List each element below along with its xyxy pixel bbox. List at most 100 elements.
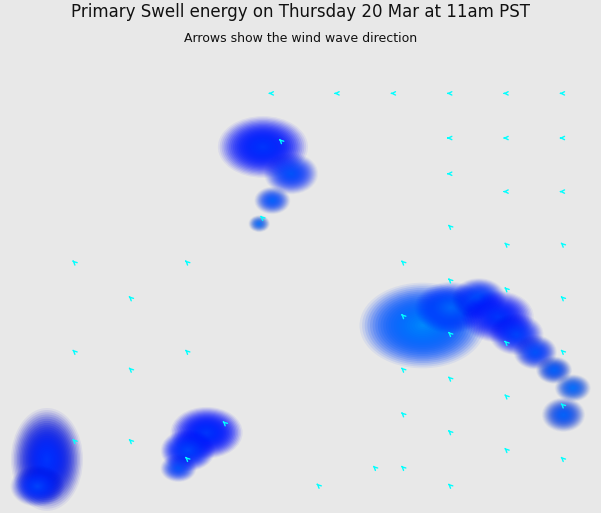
Ellipse shape [231, 125, 295, 169]
Ellipse shape [388, 302, 457, 349]
Ellipse shape [532, 350, 538, 354]
Ellipse shape [290, 173, 292, 174]
Ellipse shape [543, 399, 583, 430]
Ellipse shape [456, 282, 501, 316]
Ellipse shape [260, 191, 284, 210]
Ellipse shape [459, 283, 499, 314]
Ellipse shape [250, 216, 268, 231]
Ellipse shape [432, 294, 471, 322]
Ellipse shape [252, 218, 266, 229]
Ellipse shape [480, 304, 516, 329]
Ellipse shape [468, 295, 528, 338]
Ellipse shape [522, 342, 549, 363]
Ellipse shape [285, 169, 297, 178]
Ellipse shape [466, 289, 492, 308]
Ellipse shape [175, 465, 182, 471]
Ellipse shape [548, 403, 579, 427]
Ellipse shape [463, 287, 495, 311]
Ellipse shape [254, 220, 264, 228]
Ellipse shape [31, 481, 44, 491]
Ellipse shape [23, 475, 52, 498]
Ellipse shape [462, 286, 496, 311]
Ellipse shape [181, 445, 195, 456]
Ellipse shape [255, 220, 264, 227]
Ellipse shape [13, 467, 63, 505]
Ellipse shape [254, 219, 265, 228]
Ellipse shape [506, 327, 526, 342]
Ellipse shape [532, 349, 539, 355]
Ellipse shape [169, 462, 188, 475]
Ellipse shape [496, 319, 537, 350]
Ellipse shape [254, 141, 272, 153]
Ellipse shape [560, 378, 587, 398]
Ellipse shape [164, 432, 212, 468]
Ellipse shape [412, 319, 433, 332]
Ellipse shape [43, 453, 52, 466]
Ellipse shape [495, 318, 538, 351]
Ellipse shape [177, 442, 199, 459]
Ellipse shape [34, 440, 61, 479]
Ellipse shape [478, 303, 517, 330]
Ellipse shape [466, 294, 529, 339]
Ellipse shape [546, 401, 581, 428]
Ellipse shape [564, 382, 581, 394]
Ellipse shape [176, 467, 181, 470]
Ellipse shape [552, 369, 555, 371]
Ellipse shape [275, 162, 307, 186]
Ellipse shape [560, 412, 567, 418]
Ellipse shape [401, 311, 444, 340]
Ellipse shape [416, 283, 486, 332]
Ellipse shape [26, 478, 49, 495]
Ellipse shape [550, 404, 577, 425]
Ellipse shape [409, 317, 436, 334]
Ellipse shape [177, 467, 180, 469]
Ellipse shape [497, 320, 535, 349]
Ellipse shape [20, 421, 74, 498]
Ellipse shape [172, 463, 185, 473]
Ellipse shape [20, 473, 55, 499]
Ellipse shape [168, 460, 189, 477]
Ellipse shape [24, 476, 51, 497]
Ellipse shape [289, 172, 293, 175]
Ellipse shape [440, 300, 462, 315]
Ellipse shape [204, 430, 210, 435]
Ellipse shape [549, 367, 558, 373]
Ellipse shape [516, 337, 554, 367]
Ellipse shape [362, 284, 483, 367]
Ellipse shape [284, 169, 298, 179]
Ellipse shape [170, 462, 187, 475]
Ellipse shape [539, 359, 569, 382]
Ellipse shape [557, 376, 590, 401]
Ellipse shape [464, 288, 493, 310]
Ellipse shape [472, 299, 523, 335]
Ellipse shape [470, 292, 488, 306]
Ellipse shape [171, 407, 243, 458]
Ellipse shape [428, 291, 474, 324]
Ellipse shape [173, 439, 203, 462]
Ellipse shape [383, 299, 462, 352]
Ellipse shape [178, 412, 235, 453]
Ellipse shape [261, 146, 265, 148]
Ellipse shape [261, 192, 284, 209]
Ellipse shape [237, 129, 289, 165]
Ellipse shape [514, 333, 519, 336]
Ellipse shape [272, 200, 273, 201]
Ellipse shape [178, 468, 179, 469]
Ellipse shape [545, 363, 564, 378]
Ellipse shape [540, 359, 569, 381]
Ellipse shape [475, 301, 520, 332]
Ellipse shape [15, 469, 60, 503]
Ellipse shape [461, 285, 497, 312]
Ellipse shape [265, 195, 280, 206]
Ellipse shape [510, 329, 523, 340]
Ellipse shape [422, 287, 480, 328]
Ellipse shape [168, 435, 208, 466]
Ellipse shape [521, 341, 550, 364]
Ellipse shape [527, 346, 543, 359]
Ellipse shape [450, 307, 453, 309]
Ellipse shape [11, 408, 83, 511]
Ellipse shape [162, 431, 214, 470]
Ellipse shape [563, 381, 582, 396]
Ellipse shape [492, 312, 504, 321]
Ellipse shape [163, 457, 194, 480]
